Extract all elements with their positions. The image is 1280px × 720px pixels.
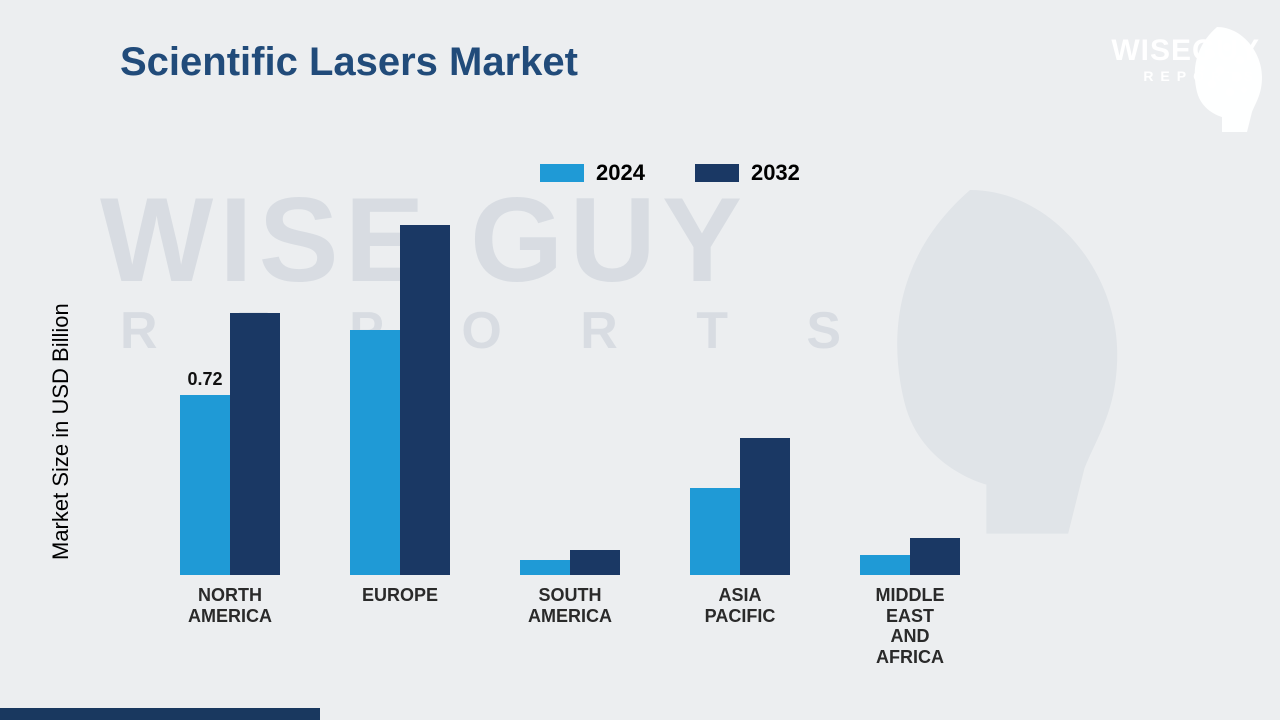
- bar-2032: [230, 313, 280, 576]
- bar-2032: [740, 438, 790, 576]
- bar-2024: [690, 488, 740, 576]
- legend-swatch-2032: [695, 164, 739, 182]
- brand-name: WISEGUY: [1111, 34, 1260, 68]
- legend-item-2032: 2032: [695, 160, 800, 186]
- bar-group: [490, 550, 650, 575]
- bar-2032: [910, 538, 960, 576]
- category-label: EUROPE: [320, 585, 480, 606]
- bar-2024: [520, 560, 570, 575]
- brand-block: WISEGUY REPORTS: [1111, 34, 1260, 84]
- bar-value-label: 0.72: [187, 369, 222, 390]
- bar-2032: [400, 225, 450, 575]
- legend-label-2024: 2024: [596, 160, 645, 186]
- plot-area: [110, 200, 930, 575]
- chart-canvas: WISEGUY REPORTS WISE GUY R E P O R T S S…: [0, 0, 1280, 720]
- chart-title: Scientific Lasers Market: [120, 40, 578, 85]
- category-label: NORTH AMERICA: [150, 585, 310, 626]
- legend-swatch-2024: [540, 164, 584, 182]
- bar-2024: [860, 555, 910, 575]
- category-label: SOUTH AMERICA: [490, 585, 650, 626]
- bar-group: [830, 538, 990, 576]
- bottom-accent-bar: [0, 708, 320, 720]
- brand-subtitle: REPORTS: [1111, 68, 1260, 84]
- bar-group: [150, 313, 310, 576]
- bar-group: [660, 438, 820, 576]
- legend: 2024 2032: [540, 160, 800, 186]
- y-axis-label: Market Size in USD Billion: [48, 303, 74, 560]
- legend-label-2032: 2032: [751, 160, 800, 186]
- category-label: ASIA PACIFIC: [660, 585, 820, 626]
- legend-item-2024: 2024: [540, 160, 645, 186]
- bar-2032: [570, 550, 620, 575]
- bar-2024: [350, 330, 400, 575]
- bar-2024: [180, 395, 230, 575]
- bar-group: [320, 225, 480, 575]
- category-label: MIDDLE EAST AND AFRICA: [830, 585, 990, 668]
